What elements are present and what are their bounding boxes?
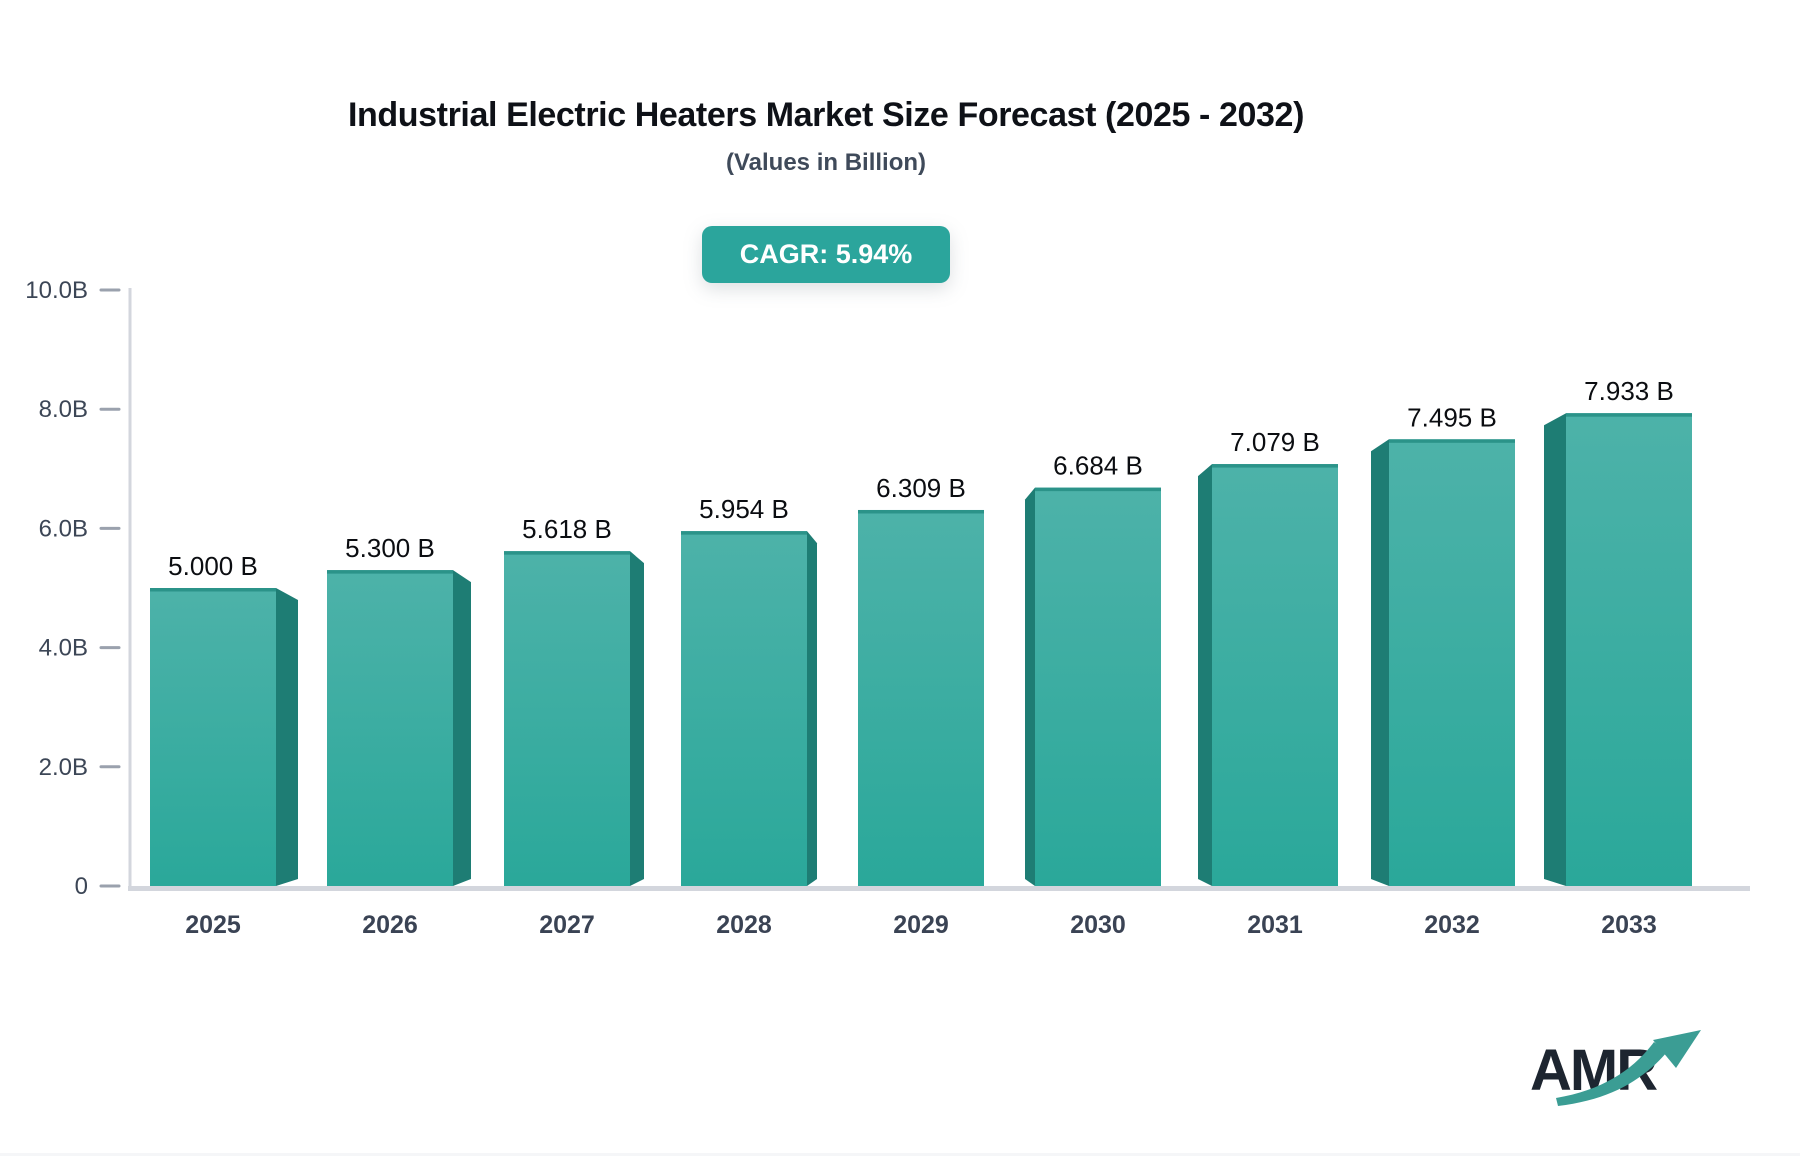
bar-top-edge	[1389, 439, 1515, 443]
bar-side-face	[453, 570, 471, 886]
bar-value-label: 6.309 B	[876, 473, 966, 503]
bar-side-face	[1198, 464, 1212, 886]
bar-front-face	[1566, 413, 1692, 886]
bar-value-label: 5.000 B	[168, 551, 258, 581]
x-axis-category-label: 2029	[893, 911, 949, 939]
bar-front-face	[1389, 439, 1515, 886]
bar-value-label: 7.933 B	[1584, 376, 1674, 406]
bar-top-edge	[681, 531, 807, 535]
bar-value-label: 5.300 B	[345, 533, 435, 563]
cagr-badge-wrap: CAGR: 5.94%	[0, 226, 1652, 283]
x-axis-line	[128, 886, 1750, 891]
bar-front-face	[1212, 464, 1338, 886]
bar-value-label: 7.495 B	[1407, 402, 1497, 432]
bar-side-face	[807, 531, 817, 886]
bar-top-edge	[327, 570, 453, 574]
bar-value-label: 7.079 B	[1230, 427, 1320, 457]
bar-top-edge	[150, 588, 276, 592]
bar-front-face	[1035, 487, 1161, 886]
bar-front-face	[150, 588, 276, 886]
y-tick-label: 8.0B	[39, 396, 88, 423]
cagr-badge: CAGR: 5.94%	[701, 226, 951, 283]
bar-top-edge	[858, 509, 984, 514]
y-tick-label: 0	[75, 873, 88, 900]
bar-front-face	[504, 551, 630, 886]
chart-title: Industrial Electric Heaters Market Size …	[348, 96, 1304, 134]
trend-up-arrow-icon	[1556, 1042, 1667, 1106]
x-axis-category-label: 2033	[1601, 911, 1657, 939]
trend-up-arrow-head-icon	[1653, 1030, 1701, 1068]
bar-front-face	[858, 509, 984, 886]
bar-side-face	[1544, 413, 1566, 886]
y-tick-label: 2.0B	[39, 754, 88, 781]
bar-side-face	[1025, 487, 1035, 886]
x-axis-category-label: 2031	[1247, 911, 1303, 939]
y-tick-label: 10.0B	[25, 277, 88, 304]
x-axis-category-label: 2026	[362, 911, 418, 939]
bar-top-edge	[504, 551, 630, 555]
bar-value-label: 5.954 B	[699, 494, 789, 524]
bar-top-edge	[1035, 487, 1161, 492]
x-axis-category-label: 2028	[716, 911, 772, 939]
chart-subtitle: (Values in Billion)	[725, 149, 927, 176]
x-axis-category-label: 2032	[1424, 911, 1480, 939]
x-axis-category-label: 2025	[185, 911, 241, 939]
bar-side-face	[276, 588, 298, 886]
y-tick-label: 6.0B	[39, 515, 88, 542]
bar-top-edge	[1566, 413, 1692, 417]
bar-value-label: 6.684 B	[1053, 451, 1143, 481]
y-tick-label: 4.0B	[39, 635, 88, 662]
bar-front-face	[327, 570, 453, 886]
bar-value-label: 5.618 B	[522, 514, 612, 544]
bar-side-face	[1371, 439, 1389, 886]
x-axis-category-label: 2027	[539, 911, 595, 939]
bar-top-edge	[1212, 464, 1338, 468]
bar-front-face	[681, 531, 807, 886]
bar-side-face	[630, 551, 644, 886]
x-axis-category-label: 2030	[1070, 911, 1126, 939]
amr-logo: AMR	[1530, 1030, 1701, 1106]
